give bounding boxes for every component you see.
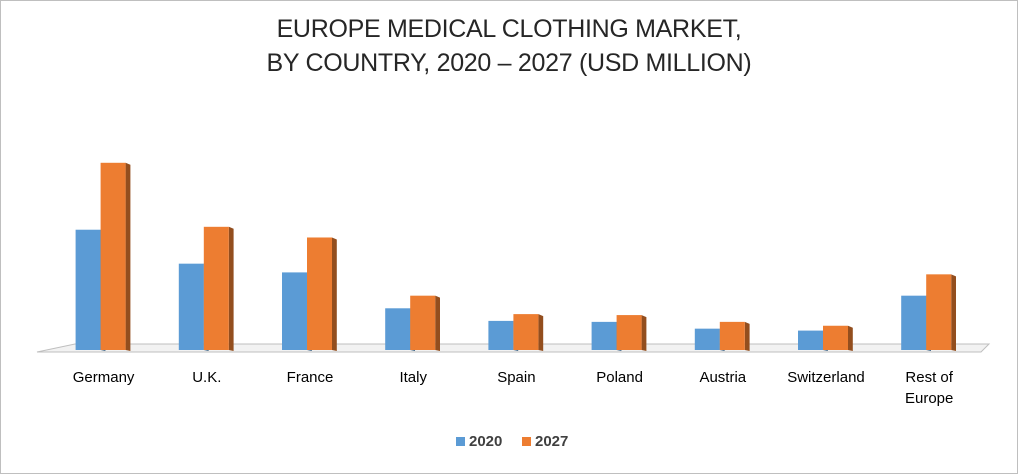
chart-title-line-1: EUROPE MEDICAL CLOTHING MARKET, xyxy=(276,15,742,43)
x-tick-label-8-0: Rest of xyxy=(905,369,953,386)
bar-side-2027-0 xyxy=(125,162,131,351)
bar-2020-0 xyxy=(75,229,101,350)
legend-label-2020: 2020 xyxy=(469,433,502,450)
x-tick-label-2: France xyxy=(287,369,334,386)
x-tick-label-0: Germany xyxy=(73,369,135,386)
bar-2020-3 xyxy=(385,308,411,350)
bar-side-2027-4 xyxy=(538,314,544,351)
bar-2020-7 xyxy=(798,330,823,350)
bar-2027-2 xyxy=(307,237,332,350)
bar-side-2027-2 xyxy=(332,237,337,351)
bar-side-2027-5 xyxy=(641,315,647,351)
bar-2027-5 xyxy=(616,315,642,350)
bar-2027-8 xyxy=(926,274,952,350)
bar-side-2027-3 xyxy=(435,295,440,351)
x-tick-label-4: Spain xyxy=(497,369,535,386)
bar-side-2027-6 xyxy=(744,321,750,351)
bar-side-2027-8 xyxy=(951,274,956,351)
bar-2020-5 xyxy=(591,321,617,350)
x-tick-label-1: U.K. xyxy=(192,369,221,386)
bar-2020-1 xyxy=(178,263,204,350)
bar-2027-3 xyxy=(410,295,436,350)
bar-2027-1 xyxy=(203,226,229,350)
bar-side-2027-1 xyxy=(228,226,234,351)
x-tick-label-6: Austria xyxy=(699,369,746,386)
bar-2027-7 xyxy=(823,325,848,350)
chart-title-line-2: BY COUNTRY, 2020 – 2027 (USD MILLION) xyxy=(266,49,752,77)
bar-2020-6 xyxy=(694,328,720,350)
bar-2027-4 xyxy=(513,314,539,350)
bar-2020-4 xyxy=(488,320,514,350)
legend-label-2027: 2027 xyxy=(535,433,568,450)
x-tick-label-8-1: Europe xyxy=(905,390,953,407)
chart-title: EUROPE MEDICAL CLOTHING MARKET, BY COUNT… xyxy=(1,12,1017,80)
bar-2020-8 xyxy=(901,295,927,350)
legend-swatch-2027 xyxy=(522,437,531,446)
bar-side-2027-7 xyxy=(848,325,853,351)
x-tick-label-3: Italy xyxy=(399,369,427,386)
x-tick-label-7: Switzerland xyxy=(787,369,865,386)
x-tick-label-5: Poland xyxy=(596,369,643,386)
bar-2027-0 xyxy=(100,162,126,350)
legend-swatch-2020 xyxy=(456,437,465,446)
bar-2020-2 xyxy=(282,272,307,350)
bar-2027-6 xyxy=(719,321,745,350)
